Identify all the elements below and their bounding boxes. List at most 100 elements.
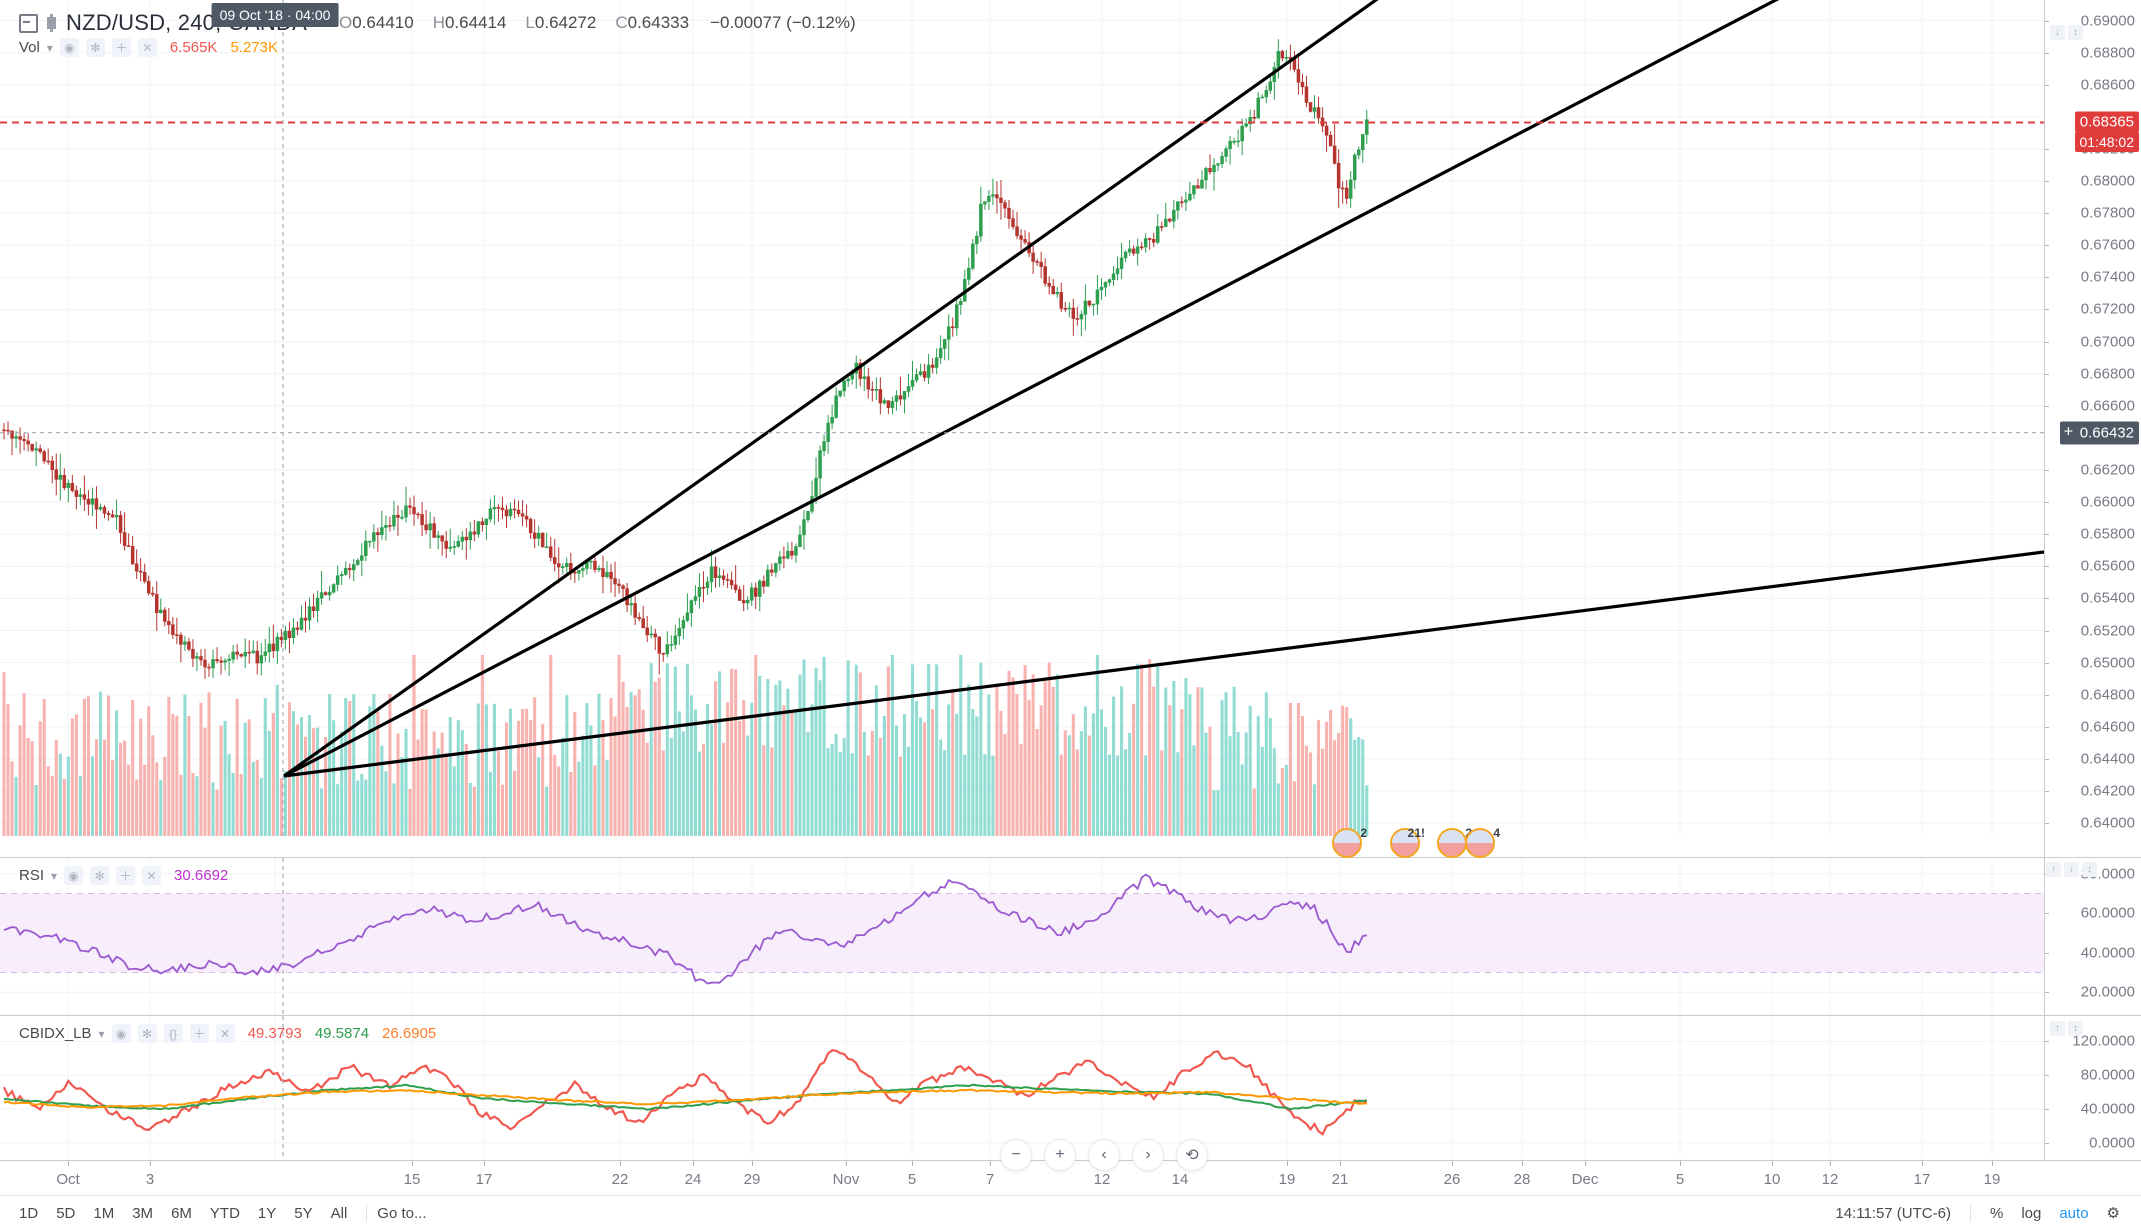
- zoom-in-button[interactable]: +: [1044, 1139, 1076, 1171]
- chevron-down-icon[interactable]: ▾: [46, 40, 53, 55]
- time-axis-tick: [1922, 1161, 1923, 1166]
- rsi-pane[interactable]: [0, 858, 2044, 1016]
- eye-icon[interactable]: ◉: [111, 1024, 131, 1043]
- pane-divider-rsi[interactable]: [0, 857, 2141, 858]
- rsi-scale[interactable]: 80.0000 60.0000 40.0000 20.0000: [2044, 858, 2141, 1015]
- price-axis-line: [2044, 0, 2045, 1160]
- axis-tick-mark: [2044, 309, 2049, 311]
- volume-label[interactable]: Vol: [19, 39, 40, 56]
- timeframe-1m[interactable]: 1M: [93, 1204, 115, 1222]
- cbidx-pane[interactable]: [0, 1016, 2044, 1158]
- divider: [1969, 1204, 1971, 1222]
- timeframe-3m[interactable]: 3M: [132, 1204, 154, 1222]
- time-axis-label: 5: [1675, 1171, 1685, 1188]
- axis-tick: 0.66000: [2080, 493, 2135, 511]
- ohlc-high-value: 0.64414: [444, 13, 507, 32]
- time-axis-label: 17: [475, 1171, 493, 1188]
- gear-icon[interactable]: ⚙: [2106, 1205, 2120, 1222]
- event-count: 2: [1360, 826, 1367, 840]
- arrow-updown-icon[interactable]: ↕: [2068, 1021, 2083, 1036]
- arrow-down-icon[interactable]: ↓: [2064, 862, 2079, 877]
- gear-icon[interactable]: ✻: [137, 1024, 157, 1043]
- us-flag-icon[interactable]: 4: [1465, 826, 1500, 858]
- gear-icon[interactable]: ✻: [85, 38, 105, 57]
- axis-tick: 0.69000: [2080, 12, 2135, 30]
- cbidx-scale[interactable]: 120.0000 80.0000 40.0000 0.0000: [2044, 1016, 2141, 1160]
- ohlc-high: H0.64414: [433, 13, 507, 33]
- arrow-down-icon[interactable]: ↓: [2050, 25, 2065, 40]
- time-axis-tick: [1522, 1161, 1523, 1166]
- timeframe-5y[interactable]: 5Y: [294, 1204, 313, 1222]
- close-icon[interactable]: ✕: [215, 1024, 235, 1043]
- cbidx-scale-arrows[interactable]: ↑ ↕: [2050, 1021, 2083, 1036]
- pane-divider-cbidx[interactable]: [0, 1015, 2141, 1016]
- candle-series-icon[interactable]: [45, 14, 59, 32]
- us-flag-icon[interactable]: 21!: [1390, 826, 1425, 858]
- scroll-left-button[interactable]: ‹: [1088, 1139, 1120, 1171]
- eye-icon[interactable]: ◉: [64, 866, 84, 885]
- axis-tick: 120.0000: [2072, 1032, 2135, 1050]
- time-axis-label: 28: [1513, 1171, 1531, 1188]
- rsi-value: 30.6692: [174, 867, 229, 884]
- arrow-up-icon[interactable]: ↑: [2046, 862, 2061, 877]
- main-legend: NZD/USD, 240, OANDA ▾ O0.64410 H0.64414 …: [0, 10, 856, 36]
- ohlc-close: C0.64333: [615, 13, 689, 33]
- cbidx-value-3: 26.6905: [382, 1025, 437, 1042]
- time-axis-label: 19: [1278, 1171, 1296, 1188]
- auto-scale-button[interactable]: auto: [2059, 1204, 2089, 1222]
- zoom-out-button[interactable]: −: [1000, 1139, 1032, 1171]
- scroll-right-button[interactable]: ›: [1132, 1139, 1164, 1171]
- arrow-updown-icon[interactable]: ↕: [2068, 25, 2083, 40]
- rsi-scale-arrows[interactable]: ↑ ↓ ↕: [2046, 862, 2097, 877]
- axis-tick: 0.68600: [2080, 76, 2135, 94]
- axis-tick-mark: [2044, 630, 2049, 632]
- timeframe-buttons[interactable]: 1D 5D 1M 3M 6M YTD 1Y 5Y All: [10, 1202, 356, 1225]
- nz-flag-icon[interactable]: 2: [1437, 826, 1472, 858]
- axis-tick-mark: [2044, 20, 2049, 22]
- source-code-icon[interactable]: {}: [163, 1024, 183, 1043]
- reset-chart-button[interactable]: ⟲: [1176, 1139, 1208, 1171]
- timeframe-6m[interactable]: 6M: [171, 1204, 192, 1222]
- time-axis-tick: [150, 1161, 151, 1166]
- collapse-icon[interactable]: [19, 13, 38, 33]
- add-icon[interactable]: ＋: [116, 866, 136, 885]
- us-flag-icon[interactable]: 2: [1332, 826, 1367, 858]
- chart-nav-controls[interactable]: − + ‹ › ⟲: [1000, 1139, 1208, 1171]
- price-pane[interactable]: [0, 0, 2044, 836]
- timeframe-1y[interactable]: 1Y: [257, 1204, 277, 1222]
- axis-tick-mark: [2044, 1041, 2049, 1043]
- add-icon[interactable]: ＋: [189, 1024, 209, 1043]
- arrow-updown-icon[interactable]: ↕: [2082, 862, 2097, 877]
- chevron-down-icon[interactable]: ▾: [98, 1026, 105, 1041]
- axis-tick-mark: [2044, 534, 2049, 536]
- timeframe-all[interactable]: All: [330, 1204, 348, 1222]
- ohlc-low: L0.64272: [525, 13, 596, 33]
- arrow-up-icon[interactable]: ↑: [2050, 1021, 2065, 1036]
- economic-event-badges[interactable]: 2 21! 2 4: [1310, 826, 1510, 858]
- timeframe-1d[interactable]: 1D: [19, 1204, 39, 1222]
- chevron-down-icon[interactable]: ▾: [51, 868, 58, 883]
- log-scale-button[interactable]: log: [2021, 1204, 2042, 1222]
- time-axis-label: 10: [1763, 1171, 1781, 1188]
- axis-tick: 0.67200: [2080, 300, 2135, 318]
- close-icon[interactable]: ✕: [142, 866, 162, 885]
- time-axis-label: 26: [1443, 1171, 1461, 1188]
- axis-tick-mark: [2044, 341, 2049, 343]
- axis-tick: 0.68000: [2080, 172, 2135, 190]
- price-scale-arrows[interactable]: ↓ ↕: [2050, 25, 2083, 40]
- time-axis-label: 12: [1093, 1171, 1111, 1188]
- eye-icon[interactable]: ◉: [59, 38, 79, 57]
- timeframe-5d[interactable]: 5D: [56, 1204, 76, 1222]
- add-icon[interactable]: ＋: [111, 38, 131, 57]
- goto-button[interactable]: Go to...: [377, 1204, 427, 1222]
- percent-scale-button[interactable]: %: [1989, 1204, 2004, 1222]
- cbidx-label[interactable]: CBIDX_LB: [19, 1025, 92, 1042]
- bottom-toolbar: 1D 5D 1M 3M 6M YTD 1Y 5Y All Go to... 14:11:57 (…: [0, 1195, 2141, 1230]
- axis-tick: 0.0000: [2089, 1134, 2135, 1152]
- close-icon[interactable]: ✕: [137, 38, 157, 57]
- gear-icon[interactable]: ✻: [90, 866, 110, 885]
- rsi-label[interactable]: RSI: [19, 867, 45, 884]
- axis-tick: 20.0000: [2080, 983, 2135, 1001]
- timeframe-ytd[interactable]: YTD: [209, 1204, 240, 1222]
- last-price-tag: 0.68365: [2074, 111, 2139, 133]
